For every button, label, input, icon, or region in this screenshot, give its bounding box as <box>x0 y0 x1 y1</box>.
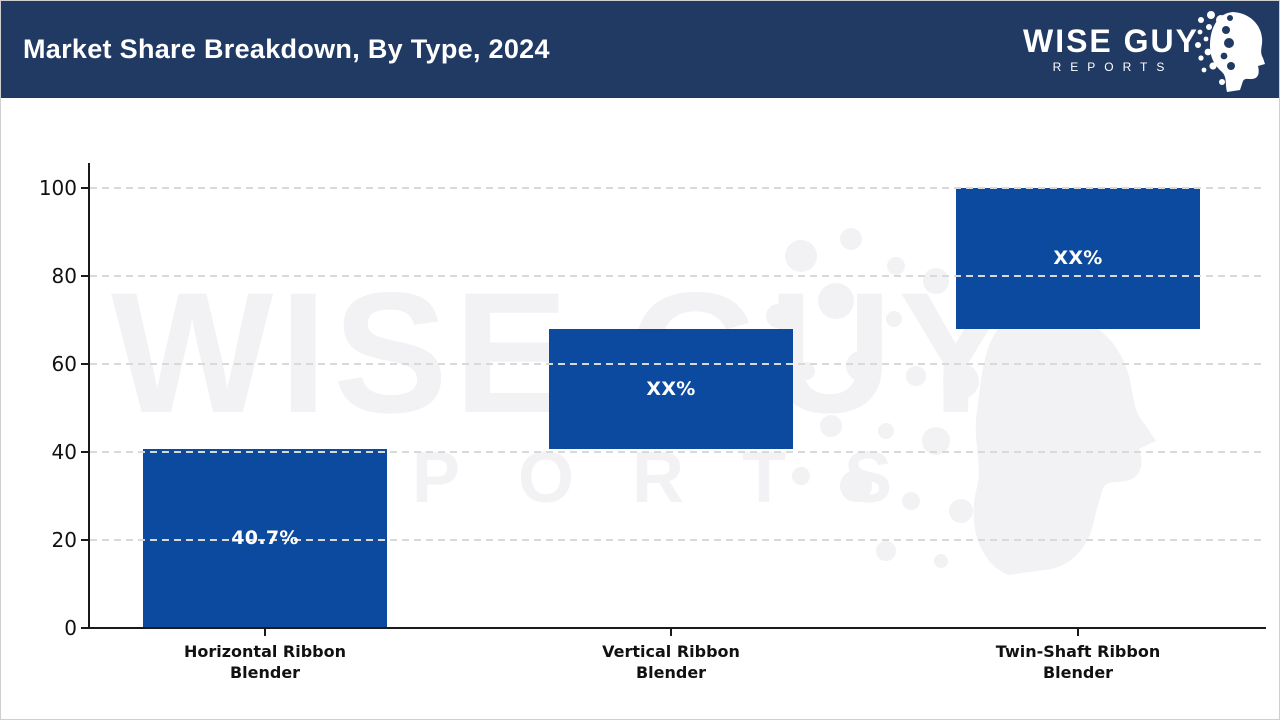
header-bar: Market Share Breakdown, By Type, 2024 WI… <box>1 1 1279 98</box>
bar-segment-2 <box>956 188 1200 329</box>
logo-wiseguy-text: WISE GUY <box>1022 23 1199 59</box>
page-title: Market Share Breakdown, By Type, 2024 <box>23 34 550 64</box>
face-profile-logo-icon <box>1195 10 1265 92</box>
logo-text: WISE GUY REPORTS <box>1023 25 1199 74</box>
bar-segment-0 <box>143 448 387 628</box>
wise-guy-reports-logo: WISE GUY REPORTS <box>1023 8 1265 92</box>
logo-reports-text: REPORTS <box>1052 60 1174 74</box>
bar-segment-1 <box>549 328 793 449</box>
